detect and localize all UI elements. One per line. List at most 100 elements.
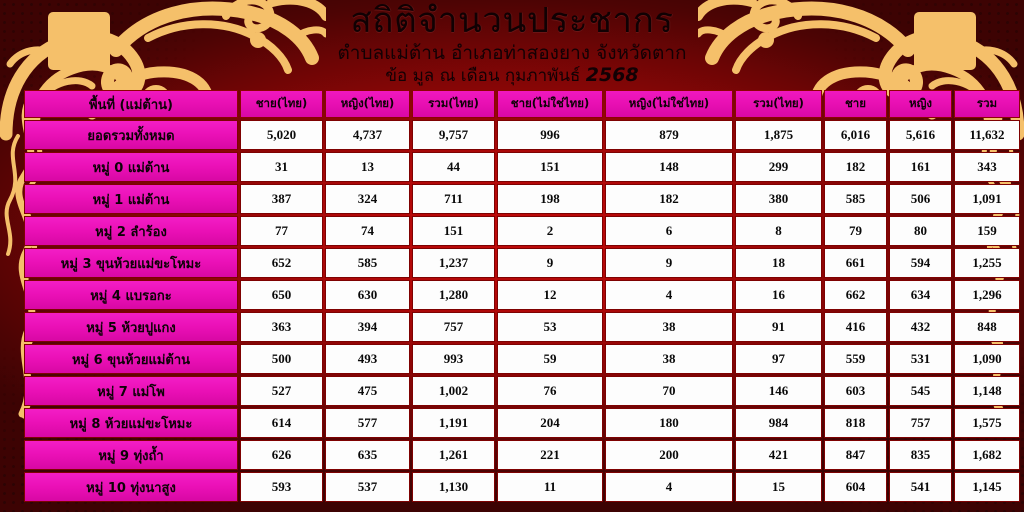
table-cell: 818: [824, 408, 887, 438]
table-row: หมู่ 0 แม่ต้าน 31 13 44 151 148 299 182 161 343: [24, 152, 1020, 182]
table-cell: 11,632: [954, 120, 1020, 150]
row-label: หมู่ 6 ขุนห้วยแม่ต้าน: [24, 344, 238, 374]
table-cell: 9,757: [412, 120, 495, 150]
table-body: ยอดรวมทั้งหมด 5,020 4,737 9,757 996 879 1,875 6…: [24, 120, 1020, 502]
table-cell: 299: [735, 152, 822, 182]
table-cell: 531: [889, 344, 952, 374]
table-row: หมู่ 8 ห้วยแม่ขะโหมะ 614 577 1,191 204 180 984…: [24, 408, 1020, 438]
column-header-female-thai: หญิง(ไทย): [325, 90, 410, 118]
table-cell: 91: [735, 312, 822, 342]
table-cell: 5,020: [240, 120, 323, 150]
population-table-container: พื้นที่ (แม่ต้าน) ชาย(ไทย) หญิง(ไทย) รวม…: [22, 88, 1020, 504]
table-cell: 1,090: [954, 344, 1020, 374]
subtitle-date-prefix: ข้อ มูล ณ เดือน กุมภาพันธ์: [385, 66, 586, 86]
table-cell: 148: [605, 152, 733, 182]
table-cell: 604: [824, 472, 887, 502]
table-cell: 387: [240, 184, 323, 214]
table-cell: 1,145: [954, 472, 1020, 502]
column-header-male-all: ชาย: [824, 90, 887, 118]
table-cell: 527: [240, 376, 323, 406]
table-cell: 76: [497, 376, 603, 406]
table-cell: 182: [824, 152, 887, 182]
table-cell: 1,130: [412, 472, 495, 502]
table-row: หมู่ 10 ทุ่งนาสูง 593 537 1,130 11 4 15 604 541 1…: [24, 472, 1020, 502]
table-cell: 594: [889, 248, 952, 278]
table-cell: 1,575: [954, 408, 1020, 438]
table-cell: 343: [954, 152, 1020, 182]
table-cell: 1,261: [412, 440, 495, 470]
table-cell: 650: [240, 280, 323, 310]
table-cell: 432: [889, 312, 952, 342]
page-title: สถิติจำนวนประชากร: [350, 1, 674, 41]
table-cell: 1,237: [412, 248, 495, 278]
table-cell: 493: [325, 344, 410, 374]
table-cell: 1,875: [735, 120, 822, 150]
row-label: หมู่ 0 แม่ต้าน: [24, 152, 238, 182]
table-cell: 74: [325, 216, 410, 246]
table-cell: 711: [412, 184, 495, 214]
column-header-male-non-thai: ชาย(ไม่ใช่ไทย): [497, 90, 603, 118]
table-cell: 984: [735, 408, 822, 438]
column-header-area: พื้นที่ (แม่ต้าน): [24, 90, 238, 118]
row-label: หมู่ 7 แม่โพ: [24, 376, 238, 406]
table-row: หมู่ 5 ห้วยปูแกง 363 394 757 53 38 91 416 432 848: [24, 312, 1020, 342]
row-label: หมู่ 3 ขุนห้วยแม่ขะโหมะ: [24, 248, 238, 278]
table-cell: 204: [497, 408, 603, 438]
table-cell: 13: [325, 152, 410, 182]
table-cell: 198: [497, 184, 603, 214]
table-cell: 159: [954, 216, 1020, 246]
table-cell: 421: [735, 440, 822, 470]
column-header-male-thai: ชาย(ไทย): [240, 90, 323, 118]
table-cell: 16: [735, 280, 822, 310]
table-cell: 603: [824, 376, 887, 406]
table-cell: 652: [240, 248, 323, 278]
table-cell: 1,296: [954, 280, 1020, 310]
table-cell: 585: [824, 184, 887, 214]
table-cell: 757: [412, 312, 495, 342]
table-cell: 879: [605, 120, 733, 150]
table-cell: 1,191: [412, 408, 495, 438]
table-cell: 6,016: [824, 120, 887, 150]
table-cell: 559: [824, 344, 887, 374]
row-label: หมู่ 9 ทุ่งถ้ำ: [24, 440, 238, 470]
table-cell: 541: [889, 472, 952, 502]
table-cell: 537: [325, 472, 410, 502]
column-header-female-all: หญิง: [889, 90, 952, 118]
table-cell: 416: [824, 312, 887, 342]
table-cell: 757: [889, 408, 952, 438]
column-header-total-thai: รวม(ไทย): [412, 90, 495, 118]
table-cell: 614: [240, 408, 323, 438]
table-cell: 2: [497, 216, 603, 246]
table-cell: 626: [240, 440, 323, 470]
table-cell: 1,002: [412, 376, 495, 406]
population-table: พื้นที่ (แม่ต้าน) ชาย(ไทย) หญิง(ไทย) รวม…: [22, 88, 1022, 504]
row-label: หมู่ 2 ลำร้อง: [24, 216, 238, 246]
table-cell: 180: [605, 408, 733, 438]
table-cell: 847: [824, 440, 887, 470]
table-cell: 1,682: [954, 440, 1020, 470]
table-cell: 5,616: [889, 120, 952, 150]
table-cell: 4: [605, 472, 733, 502]
table-cell: 1,148: [954, 376, 1020, 406]
column-header-female-non-thai: หญิง(ไม่ใช่ไทย): [605, 90, 733, 118]
table-cell: 59: [497, 344, 603, 374]
table-cell: 15: [735, 472, 822, 502]
table-cell: 97: [735, 344, 822, 374]
table-cell: 324: [325, 184, 410, 214]
table-header-row: พื้นที่ (แม่ต้าน) ชาย(ไทย) หญิง(ไทย) รวม…: [24, 90, 1020, 118]
table-cell: 394: [325, 312, 410, 342]
table-cell: 500: [240, 344, 323, 374]
table-cell: 848: [954, 312, 1020, 342]
table-cell: 545: [889, 376, 952, 406]
table-cell: 31: [240, 152, 323, 182]
table-cell: 1,255: [954, 248, 1020, 278]
column-header-total-non-thai: รวม(ไทย): [735, 90, 822, 118]
table-cell: 77: [240, 216, 323, 246]
subtitle-date: ข้อ มูล ณ เดือน กุมภาพันธ์ 2568: [0, 64, 1024, 86]
table-row: หมู่ 6 ขุนห้วยแม่ต้าน 500 493 993 59 38 97 559 5…: [24, 344, 1020, 374]
table-cell: 506: [889, 184, 952, 214]
table-cell: 38: [605, 312, 733, 342]
table-cell: 634: [889, 280, 952, 310]
table-cell: 577: [325, 408, 410, 438]
